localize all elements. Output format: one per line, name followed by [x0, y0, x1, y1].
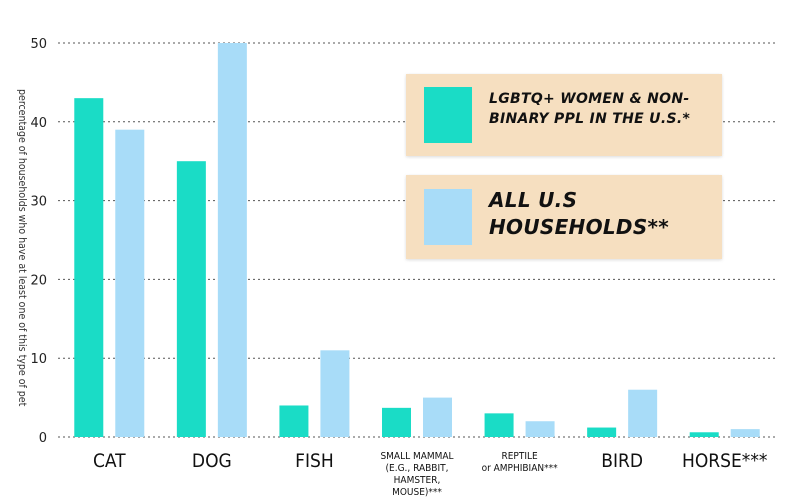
x-tick-label: DOG	[192, 450, 232, 472]
y-tick-label: 20	[30, 273, 47, 288]
chart-bars	[74, 43, 760, 437]
y-tick-label: 0	[39, 431, 47, 446]
bar-lgbtq-6	[689, 432, 719, 437]
y-axis-ticks: 0 10 20 30 40 50	[30, 37, 47, 446]
x-tick-label: FISH	[295, 450, 334, 472]
legend-item-lgbtq: LGBTQ+ WOMEN & NON-BINARY PPL IN THE U.S…	[406, 74, 722, 156]
x-tick-label: SMALL MAMMAL (E.G., RABBIT, HAMSTER, MOUSE)…	[380, 451, 453, 498]
bar-lgbtq-3	[382, 407, 411, 437]
legend-label-lgbtq: LGBTQ+ WOMEN & NON-BINARY PPL IN THE U.S…	[489, 91, 691, 127]
bar-lgbtq-2	[279, 405, 309, 437]
legend-item-all-households: ALL U.S HOUSEHOLDS**	[406, 175, 722, 259]
y-tick-label: 50	[30, 37, 47, 52]
bar-lgbtq-4	[484, 413, 514, 437]
bar-all-households-2	[320, 350, 350, 437]
bar-all-households-4	[525, 421, 555, 437]
x-tick-label: REPTILE or AMPHIBIAN***	[482, 451, 559, 474]
x-tick-label: BIRD	[601, 450, 643, 472]
bar-all-households-0	[115, 129, 145, 437]
legend-swatch-all-households	[424, 189, 472, 245]
legend-swatch-lgbtq	[424, 87, 472, 143]
bar-all-households-5	[628, 389, 658, 437]
x-tick-label: HORSE***	[682, 450, 768, 472]
y-axis-label: percentage of households who have at lea…	[16, 89, 28, 407]
y-tick-label: 40	[30, 116, 47, 131]
x-axis-labels: CAT DOG FISH SMALL MAMMAL (E.G., RABBIT, HAMS…	[93, 450, 768, 498]
bar-lgbtq-1	[176, 161, 206, 437]
y-tick-label: 10	[30, 352, 47, 367]
legend-label-all-households: ALL U.S HOUSEHOLDS**	[489, 188, 670, 239]
bar-lgbtq-5	[587, 427, 617, 437]
bar-lgbtq-0	[74, 98, 104, 437]
bar-all-households-3	[423, 397, 452, 437]
x-tick-label: CAT	[93, 450, 126, 472]
y-tick-label: 30	[30, 195, 47, 210]
bar-all-households-6	[730, 429, 760, 437]
bar-all-households-1	[217, 43, 247, 437]
